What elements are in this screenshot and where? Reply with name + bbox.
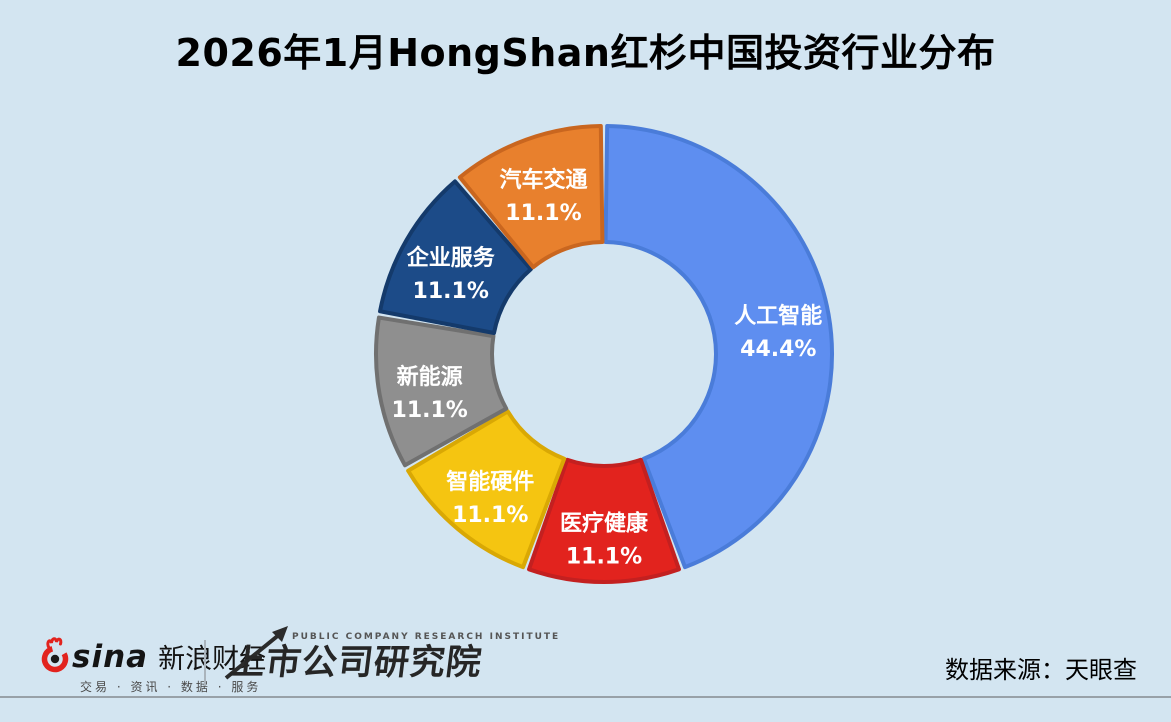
- institute-name-en: PUBLIC COMPANY RESEARCH INSTITUTE: [292, 632, 561, 642]
- footer: sina 新浪财经 交易 · 资讯 · 数据 · 服务 PUBLIC COMPA…: [0, 626, 1171, 696]
- pie-slice-2: [527, 457, 681, 584]
- research-institute-logo: PUBLIC COMPANY RESEARCH INSTITUTE 上市公司研究…: [224, 626, 561, 683]
- slice-name-label-2: 医疗健康: [560, 511, 649, 537]
- slice-name-label-3: 智能硬件: [446, 469, 534, 495]
- sina-wordmark: sina: [72, 639, 149, 675]
- footer-divider: [204, 640, 206, 686]
- slice-percent-label-2: 11.1%: [566, 545, 642, 570]
- slice-name-label-5: 企业服务: [406, 245, 496, 271]
- pie-slice-6: [457, 124, 605, 270]
- slice-percent-label-4: 11.1%: [392, 398, 468, 423]
- slice-percent-label-5: 11.1%: [413, 279, 489, 304]
- institute-name-zh: 上市公司研究院: [227, 643, 485, 683]
- slice-name-label-4: 新能源: [397, 364, 463, 390]
- footer-rule: [0, 696, 1171, 698]
- slice-name-label-6: 汽车交通: [499, 167, 587, 193]
- slice-percent-label-1: 44.4%: [740, 337, 816, 362]
- pie-slice-5: [378, 179, 533, 336]
- slice-percent-label-6: 11.1%: [505, 201, 581, 226]
- pie-slice-4: [374, 315, 509, 468]
- chart-title: 2026年1月HongShan红杉中国投资行业分布: [175, 31, 996, 75]
- sina-tagline: 交易 · 资讯 · 数据 · 服务: [80, 680, 262, 694]
- pie-slice-3: [406, 409, 567, 570]
- data-source-label: 数据来源：天眼查: [945, 656, 1137, 684]
- sina-eye-icon: [36, 636, 76, 673]
- slice-percent-label-3: 11.1%: [452, 503, 528, 528]
- pie-slice-1: [603, 124, 834, 570]
- slice-name-label-1: 人工智能: [734, 303, 822, 329]
